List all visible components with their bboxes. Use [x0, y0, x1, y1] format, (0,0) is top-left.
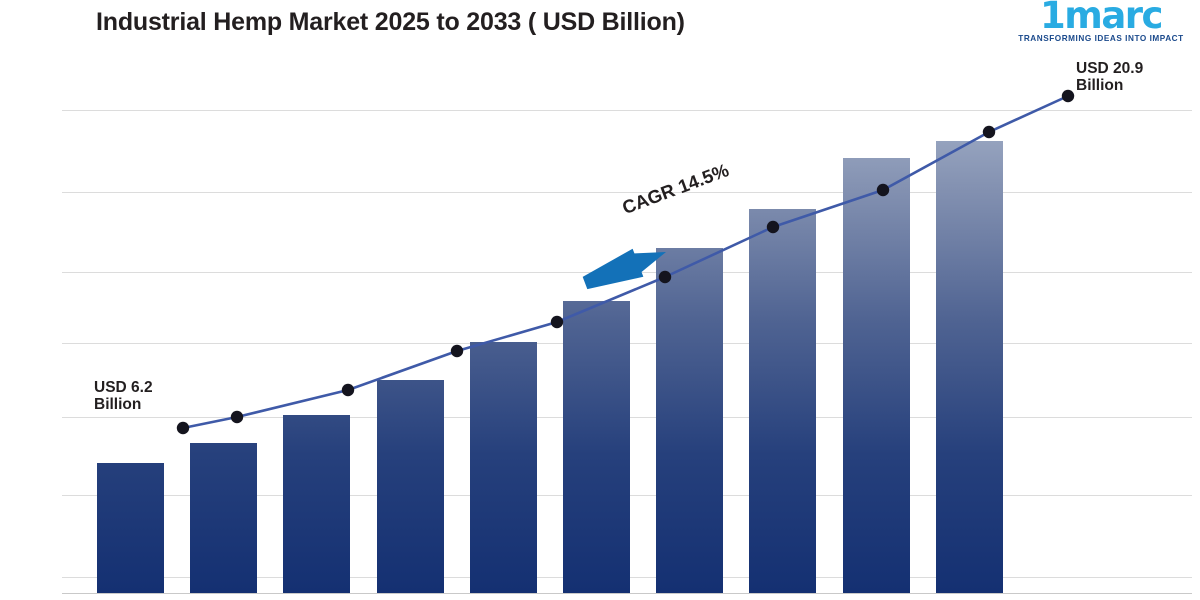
bar [283, 415, 350, 593]
cagr-arrow-icon [582, 248, 667, 290]
logo-tagline: TRANSFORMING IDEAS INTO IMPACT [1018, 33, 1184, 43]
data-point-marker [658, 270, 672, 284]
data-point-marker [176, 421, 190, 435]
data-point-marker [982, 125, 996, 139]
data-point-marker [450, 344, 464, 358]
logo-wordmark: 1marc [1040, 0, 1163, 37]
data-point-marker [550, 315, 564, 329]
trend-line [181, 94, 1070, 430]
bar [749, 209, 816, 593]
data-point-marker [876, 183, 890, 197]
bar [470, 342, 537, 593]
bar [656, 248, 723, 593]
gridline [62, 110, 1192, 111]
trend-markers-group [176, 89, 1075, 435]
bar [190, 443, 257, 593]
axis-baseline [62, 593, 1192, 594]
start-value-label: USD 6.2 Billion [94, 379, 153, 414]
end-value-label: USD 20.9 Billion [1076, 60, 1144, 95]
data-point-marker [341, 383, 355, 397]
page-title: Industrial Hemp Market 2025 to 2033 ( US… [96, 8, 685, 36]
data-point-marker [1061, 89, 1075, 103]
data-point-marker [766, 220, 780, 234]
gridline [62, 192, 1192, 193]
data-point-marker [230, 410, 244, 424]
bar [563, 301, 630, 593]
imarc-logo: 1marc TRANSFORMING IDEAS INTO IMPACT [1012, 0, 1190, 43]
bar [97, 463, 164, 593]
bar [936, 141, 1003, 593]
bar [843, 158, 910, 593]
bar [377, 380, 444, 593]
